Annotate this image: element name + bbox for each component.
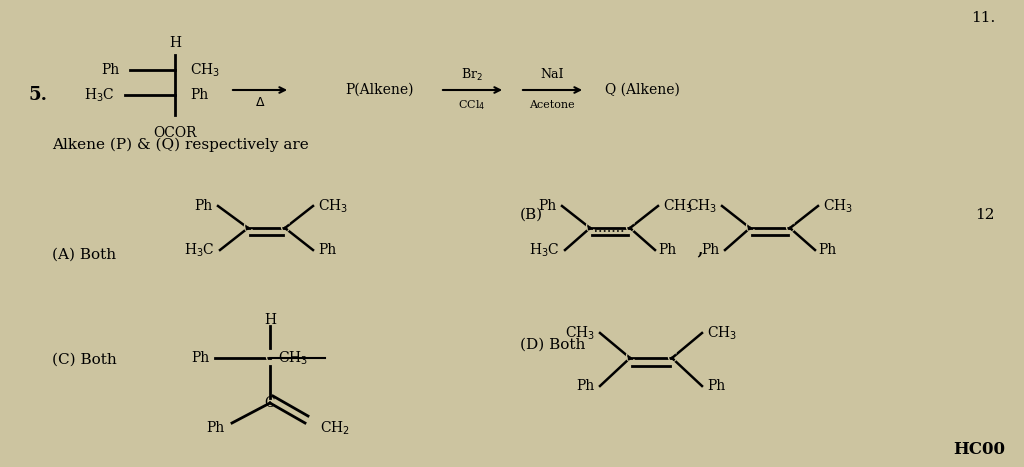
Text: P(Alkene): P(Alkene) [345, 83, 414, 97]
Text: Ph: Ph [195, 199, 213, 213]
Text: C: C [667, 351, 677, 365]
Text: H: H [264, 313, 276, 327]
Text: C: C [625, 221, 635, 235]
Text: Ph: Ph [207, 421, 225, 435]
Text: C: C [585, 221, 595, 235]
Text: Ph: Ph [318, 243, 336, 257]
Text: H$_3$C: H$_3$C [84, 86, 115, 104]
Text: Ph: Ph [539, 199, 557, 213]
Text: H$_3$C: H$_3$C [529, 241, 560, 259]
Text: CH$_3$: CH$_3$ [318, 197, 348, 215]
Text: (A) Both: (A) Both [52, 248, 116, 262]
Text: CH$_3$: CH$_3$ [190, 61, 220, 79]
Text: Ph: Ph [191, 351, 210, 365]
Text: C: C [243, 221, 253, 235]
Text: 12: 12 [976, 208, 995, 222]
Text: Ph: Ph [818, 243, 837, 257]
Text: CH$_2$: CH$_2$ [319, 419, 350, 437]
Text: 11.: 11. [971, 11, 995, 25]
Text: C: C [784, 221, 796, 235]
Text: Ph: Ph [577, 379, 595, 393]
Text: Acetone: Acetone [529, 100, 574, 110]
Text: (D) Both: (D) Both [520, 338, 586, 352]
Text: H$_3$C: H$_3$C [184, 241, 215, 259]
Text: CH$_3$: CH$_3$ [687, 197, 717, 215]
Text: Ph: Ph [190, 88, 208, 102]
Text: 5.: 5. [28, 86, 47, 104]
Text: H: H [169, 36, 181, 50]
Text: (B): (B) [520, 208, 543, 222]
Text: C: C [280, 221, 291, 235]
Text: NaI: NaI [541, 69, 564, 82]
Text: Q (Alkene): Q (Alkene) [605, 83, 680, 97]
Text: C: C [264, 396, 275, 410]
Text: ,: , [696, 237, 703, 259]
Text: CH$_3$: CH$_3$ [663, 197, 693, 215]
Text: Br$_2$: Br$_2$ [461, 67, 483, 83]
Text: HC00: HC00 [953, 441, 1005, 459]
Text: Alkene (P) & (Q) respectively are: Alkene (P) & (Q) respectively are [52, 138, 309, 152]
Text: OCOR: OCOR [154, 126, 197, 140]
Text: CCl$_4$: CCl$_4$ [459, 98, 485, 112]
Text: C: C [625, 351, 635, 365]
Text: (C) Both: (C) Both [52, 353, 117, 367]
Text: C: C [744, 221, 756, 235]
Text: C: C [264, 351, 275, 365]
Text: Ph: Ph [701, 243, 720, 257]
Text: CH$_3$: CH$_3$ [707, 324, 737, 342]
Text: CH$_3$: CH$_3$ [823, 197, 853, 215]
Text: CH$_3$: CH$_3$ [565, 324, 595, 342]
Text: CH$_3$: CH$_3$ [278, 349, 308, 367]
Text: Ph: Ph [658, 243, 676, 257]
Text: $\Delta$: $\Delta$ [255, 97, 265, 109]
Text: Ph: Ph [101, 63, 120, 77]
Text: Ph: Ph [707, 379, 725, 393]
